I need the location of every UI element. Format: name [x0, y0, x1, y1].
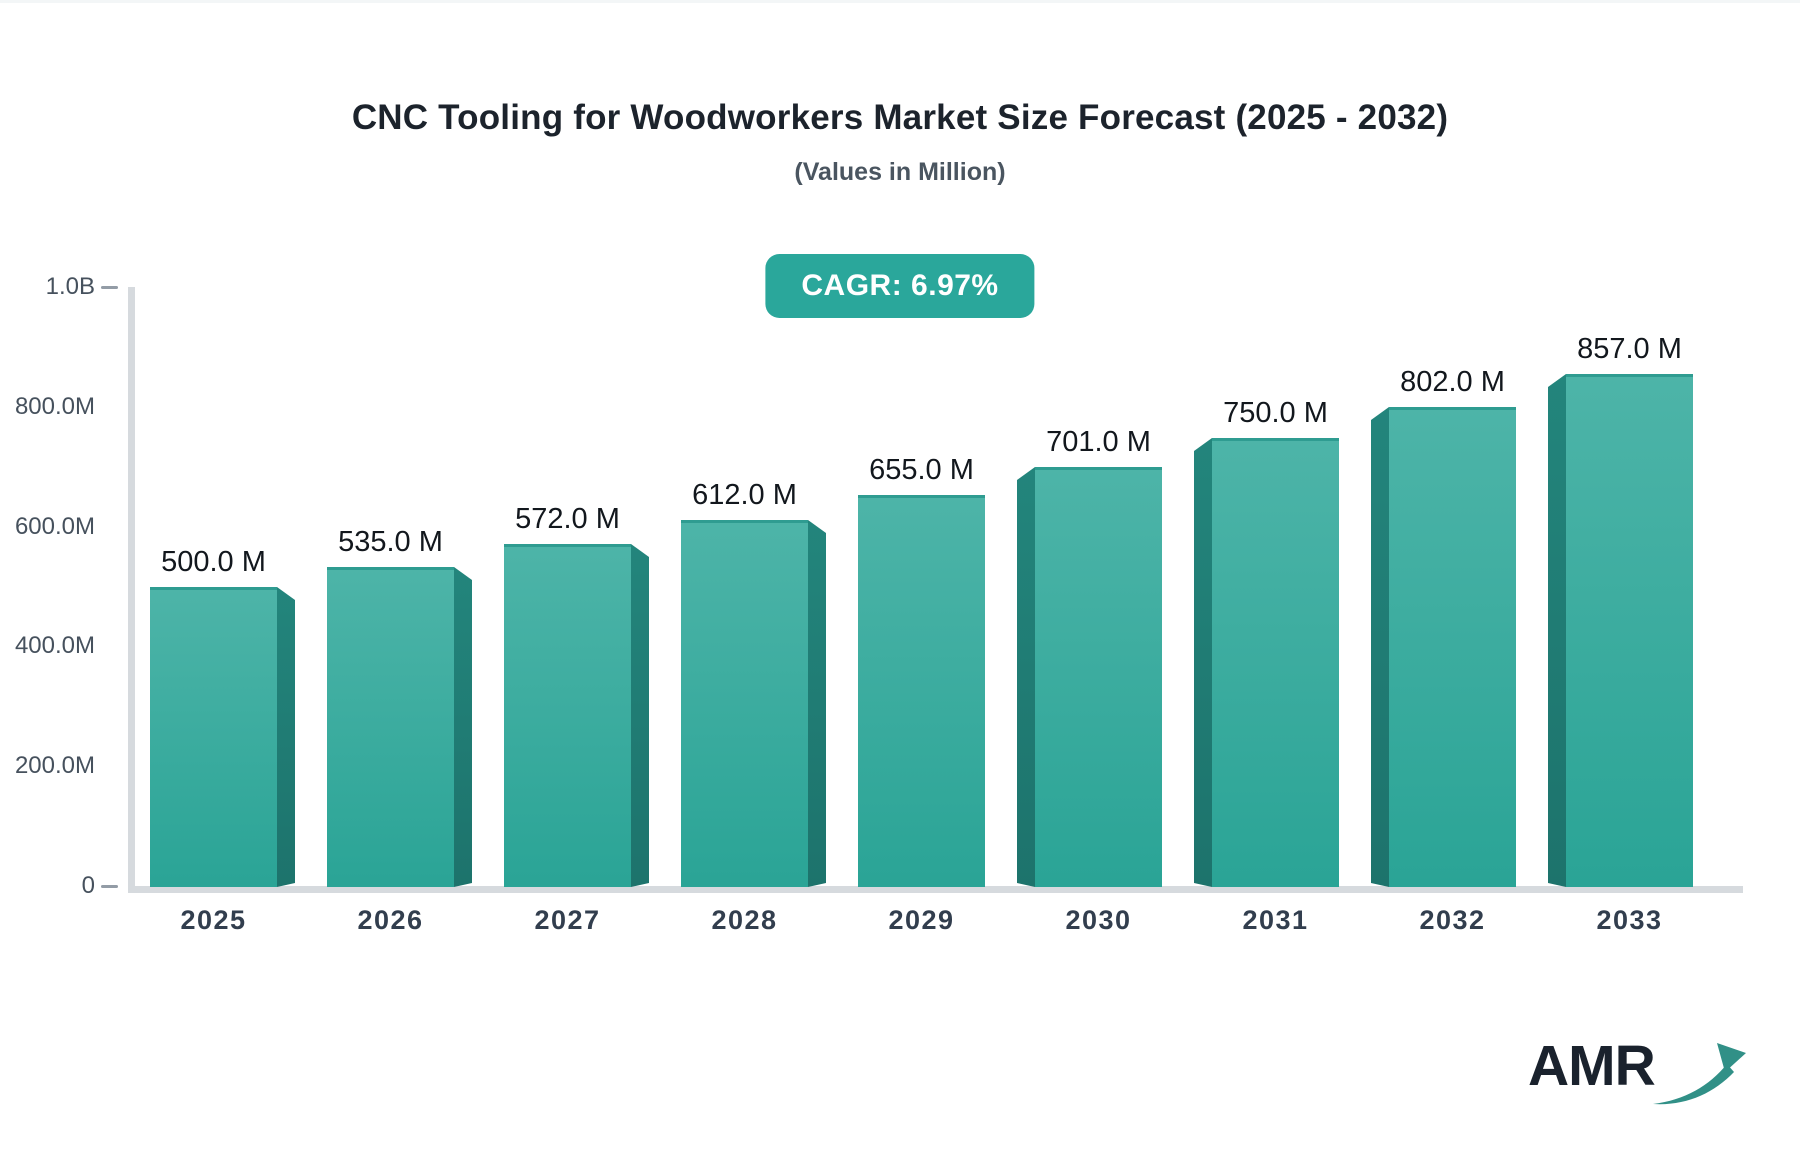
bar-side-face: [808, 520, 826, 887]
x-axis-label: 2033: [1596, 905, 1663, 935]
bar-value-label: 750.0 M: [1223, 397, 1328, 429]
x-axis-label: 2028: [711, 905, 778, 935]
bar: [504, 544, 631, 887]
y-axis-tick: [101, 286, 118, 289]
x-axis-label: 2027: [534, 905, 601, 935]
bar-value-label: 535.0 M: [338, 526, 443, 558]
chart-title: CNC Tooling for Woodworkers Market Size …: [351, 98, 1449, 137]
x-axis-label: 2029: [888, 905, 955, 935]
x-axis-label: 2025: [180, 905, 247, 935]
cagr-badge: CAGR: 6.97%: [765, 254, 1035, 318]
amr-logo: AMR: [1528, 1036, 1755, 1112]
y-axis-label: 600.0M: [14, 512, 95, 540]
bar-side-face: [1371, 407, 1389, 887]
bar-value-label: 500.0 M: [161, 546, 266, 578]
x-axis-line: [128, 886, 1743, 893]
x-axis-label: 2026: [357, 905, 424, 935]
amr-logo-text: AMR: [1528, 1034, 1656, 1098]
x-axis-label: 2030: [1065, 905, 1132, 935]
bar-side-face: [1017, 467, 1035, 887]
y-axis-label: 400.0M: [14, 632, 95, 660]
bar: [858, 495, 985, 887]
x-axis-label: 2032: [1419, 905, 1486, 935]
bar: [1566, 374, 1693, 887]
bar-side-face: [454, 567, 472, 887]
bar-side-face: [1548, 374, 1566, 887]
growth-arrow-icon: [1652, 1043, 1746, 1105]
bar: [1389, 407, 1516, 887]
y-axis-label: 200.0M: [14, 752, 95, 780]
y-axis-line: [128, 287, 135, 893]
x-axis-label: 2031: [1242, 905, 1309, 935]
bar-value-label: 857.0 M: [1577, 333, 1682, 365]
bar: [1035, 467, 1162, 887]
bar-value-label: 802.0 M: [1400, 366, 1505, 398]
y-axis-label: 0: [81, 872, 95, 899]
bar: [681, 520, 808, 887]
bar: [1212, 438, 1339, 887]
y-axis-label: 1.0B: [45, 273, 95, 300]
bar-value-label: 572.0 M: [515, 503, 620, 535]
y-axis-tick: [101, 885, 118, 888]
y-axis-label: 800.0M: [14, 392, 95, 420]
bar: [150, 587, 277, 887]
bar-value-label: 701.0 M: [1046, 426, 1151, 458]
bar-side-face: [631, 544, 649, 887]
bar-value-label: 655.0 M: [869, 454, 974, 486]
chart-subtitle: (Values in Million): [794, 158, 1006, 186]
bar-side-face: [1194, 438, 1212, 887]
bar: [327, 567, 454, 887]
bar-value-label: 612.0 M: [692, 479, 797, 511]
top-border: [0, 0, 1800, 3]
bar-side-face: [277, 587, 295, 887]
